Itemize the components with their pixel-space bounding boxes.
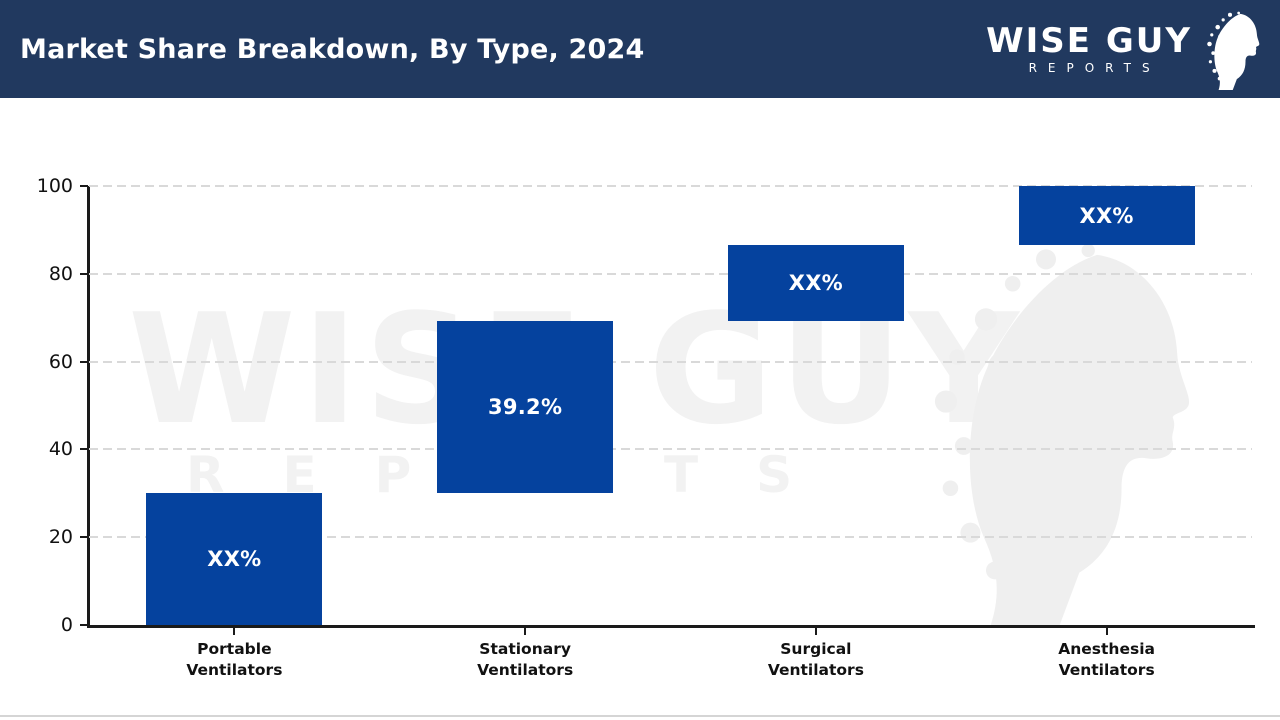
y-tick-label: 100: [36, 175, 73, 197]
x-axis-category-line: Stationary: [479, 640, 571, 658]
y-tick-mark: [80, 624, 88, 626]
y-tick-label: 0: [60, 614, 73, 636]
x-axis-category-line: Surgical: [780, 640, 852, 658]
chart-area: WISE GUY REPORTS 020406080100XX%Portable…: [0, 98, 1280, 717]
x-axis-category-line: Ventilators: [186, 661, 283, 679]
y-tick-label: 60: [48, 350, 73, 373]
bar-segment: XX%: [1018, 186, 1195, 246]
bar-value-label: 39.2%: [487, 395, 563, 420]
bar-segment: 39.2%: [437, 321, 614, 494]
wiseguy-logo: WISE GUY REPORTS: [986, 8, 1266, 90]
y-tick-mark: [80, 536, 88, 539]
bar-value-label: XX%: [788, 271, 844, 296]
bottom-divider: [0, 715, 1280, 717]
wiseguy-face-icon: [1207, 11, 1260, 90]
y-tick-mark: [80, 272, 88, 275]
wiseguy-logo-text: WISE GUY REPORTS: [986, 24, 1192, 74]
bar-segment: XX%: [146, 493, 323, 625]
header: Market Share Breakdown, By Type, 2024 WI…: [0, 0, 1280, 98]
y-tick-label: 20: [48, 526, 73, 549]
logo-wordmark: WISE GUY: [986, 21, 1192, 61]
gridline-80: [89, 272, 1252, 275]
y-tick-mark: [80, 448, 88, 451]
bar-value-label: XX%: [207, 547, 262, 572]
y-tick-label: 80: [48, 262, 73, 285]
bar-value-label: XX%: [1079, 203, 1134, 228]
x-axis-category-line: Anesthesia: [1058, 640, 1155, 658]
y-tick-mark: [80, 185, 88, 187]
x-tick-mark: [524, 628, 527, 635]
y-tick-label: 40: [48, 438, 73, 461]
x-tick-mark: [233, 628, 236, 635]
x-axis-category-label: Anesthesia Ventilators: [987, 639, 1227, 681]
gridline-20: [89, 536, 1252, 539]
x-axis-category-line: Portable: [197, 640, 272, 658]
x-axis-category-line: Ventilators: [767, 661, 864, 679]
x-axis-category-line: Ventilators: [477, 661, 574, 679]
y-axis-line: [87, 186, 90, 628]
bar-segment: XX%: [727, 245, 904, 322]
x-axis-category-label: Stationary Ventilators: [405, 639, 645, 681]
x-axis-category-line: Ventilators: [1058, 661, 1155, 679]
x-axis-category-label: Portable Ventilators: [114, 639, 354, 681]
page-title: Market Share Breakdown, By Type, 2024: [20, 33, 645, 65]
gridline-60: [89, 360, 1252, 363]
x-axis-line: [87, 625, 1255, 628]
watermark-face-icon: [934, 243, 1190, 626]
y-tick-mark: [80, 360, 88, 363]
x-axis-category-label: Surgical Ventilators: [696, 639, 936, 681]
x-tick-mark: [1105, 628, 1108, 635]
logo-subtext: REPORTS: [1028, 61, 1161, 75]
x-tick-mark: [814, 628, 817, 635]
gridline-100: [89, 185, 1252, 187]
gridline-40: [89, 448, 1252, 451]
